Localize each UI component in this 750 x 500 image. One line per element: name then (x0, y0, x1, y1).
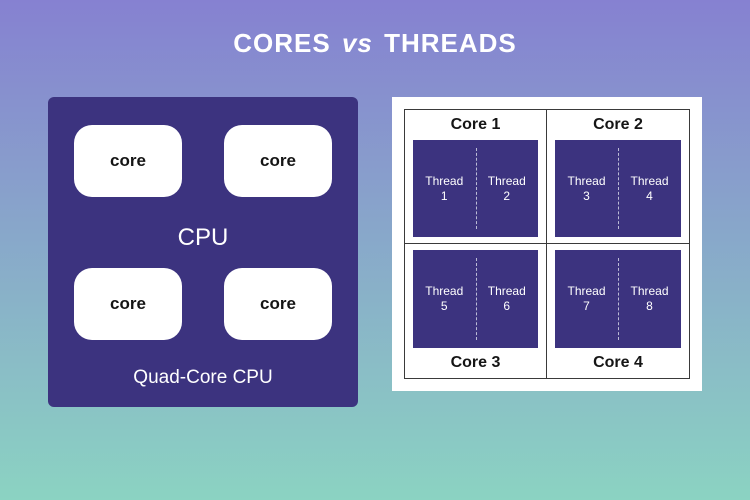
thread-num: 3 (583, 189, 590, 204)
thread-panel: Core 1 Thread 1 Thread 2 Cor (392, 97, 702, 391)
title-left: CORES (233, 28, 330, 58)
cpu-center-label: CPU (178, 224, 229, 252)
thread-word: Thread (425, 174, 463, 189)
thread-grid: Core 1 Thread 1 Thread 2 Cor (404, 109, 690, 379)
core-cell-label: Core 2 (593, 116, 643, 134)
thread-num: 2 (503, 189, 510, 204)
cpu-bottom-label: Quad-Core CPU (133, 367, 272, 389)
core-cell-label: Core 1 (451, 116, 501, 134)
core-cell-4: Core 4 Thread 7 Thread 8 (547, 244, 689, 378)
core-box: core (74, 268, 182, 340)
thread-box: Thread 2 (476, 140, 539, 237)
core-box: core (224, 268, 332, 340)
core-cell-1: Core 1 Thread 1 Thread 2 (405, 110, 547, 244)
thread-divider (618, 148, 619, 230)
thread-num: 8 (646, 299, 653, 314)
page-title: CORES vs THREADS (233, 28, 517, 59)
thread-word: Thread (630, 174, 668, 189)
thread-divider (476, 258, 477, 340)
core-box: core (74, 125, 182, 197)
thread-box: Thread 4 (618, 140, 681, 237)
core-cell-label: Core 3 (451, 354, 501, 372)
thread-word: Thread (425, 284, 463, 299)
thread-num: 4 (646, 189, 653, 204)
thread-pair: Thread 1 Thread 2 (413, 140, 538, 237)
thread-num: 7 (583, 299, 590, 314)
title-vs: vs (342, 28, 373, 58)
thread-box: Thread 7 (555, 250, 618, 348)
title-right: THREADS (384, 28, 517, 58)
thread-word: Thread (567, 174, 605, 189)
thread-divider (476, 148, 477, 230)
thread-word: Thread (567, 284, 605, 299)
core-cell-3: Core 3 Thread 5 Thread 6 (405, 244, 547, 378)
panels-row: core core core core CPU Quad-Core CPU Co… (48, 97, 702, 407)
core-grid: core core core core CPU (74, 125, 332, 351)
core-box: core (224, 125, 332, 197)
diagram-canvas: CORES vs THREADS core core core core CPU… (0, 0, 750, 500)
thread-pair: Thread 7 Thread 8 (555, 250, 681, 348)
thread-word: Thread (488, 174, 526, 189)
thread-box: Thread 5 (413, 250, 476, 348)
thread-divider (618, 258, 619, 340)
thread-num: 1 (441, 189, 448, 204)
core-cell-label: Core 4 (593, 354, 643, 372)
thread-word: Thread (630, 284, 668, 299)
thread-word: Thread (488, 284, 526, 299)
thread-box: Thread 1 (413, 140, 476, 237)
thread-box: Thread 3 (555, 140, 618, 237)
thread-pair: Thread 5 Thread 6 (413, 250, 538, 348)
thread-pair: Thread 3 Thread 4 (555, 140, 681, 237)
thread-num: 6 (503, 299, 510, 314)
core-cell-2: Core 2 Thread 3 Thread 4 (547, 110, 689, 244)
thread-box: Thread 6 (476, 250, 539, 348)
thread-box: Thread 8 (618, 250, 681, 348)
cpu-panel: core core core core CPU Quad-Core CPU (48, 97, 358, 407)
thread-num: 5 (441, 299, 448, 314)
